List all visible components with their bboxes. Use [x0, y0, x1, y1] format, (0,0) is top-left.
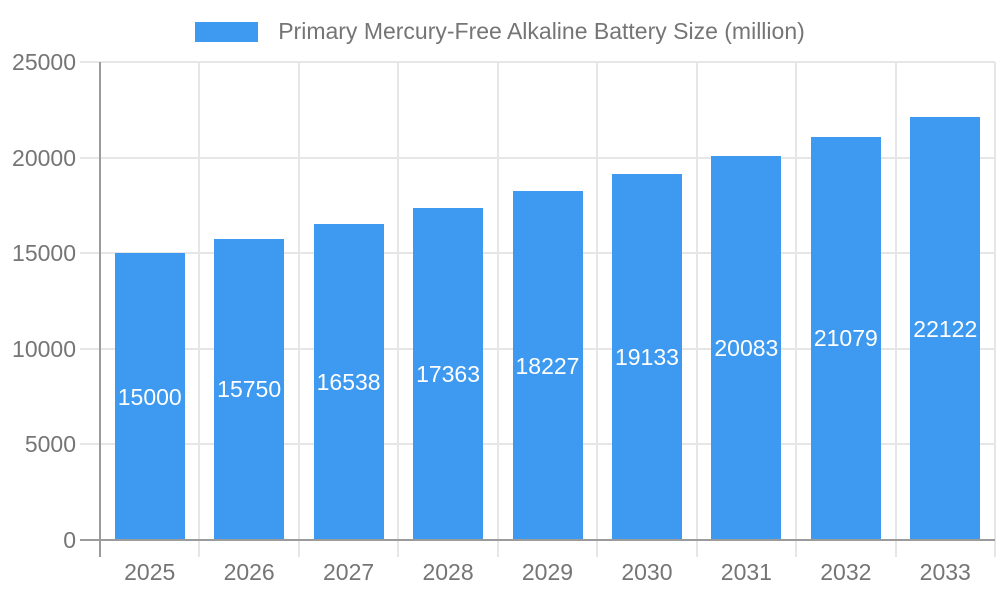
- y-axis-tick-label: 5000: [24, 431, 76, 458]
- x-axis-line: [80, 539, 995, 541]
- bar-value-label: 17363: [416, 361, 481, 387]
- x-axis-tick-label: 2031: [720, 559, 772, 585]
- gridline-vertical: [596, 62, 599, 557]
- gridline-vertical: [894, 62, 897, 557]
- bar-2026[interactable]: [214, 238, 285, 540]
- bar-value-label: 18227: [515, 352, 580, 379]
- gridline-horizontal: [80, 156, 995, 159]
- bar-value-label: 19133: [614, 344, 679, 371]
- legend-swatch: [195, 21, 259, 42]
- bar-2030[interactable]: [611, 174, 682, 540]
- bar-value-label: 15750: [217, 376, 282, 403]
- y-axis-tick-label: 10000: [12, 335, 76, 362]
- gridline-vertical: [198, 62, 201, 557]
- x-axis-tick-label: 2028: [422, 559, 474, 585]
- bar-2033[interactable]: [910, 117, 981, 540]
- bar-2032[interactable]: [810, 136, 881, 540]
- legend-label: Primary Mercury-Free Alkaline Battery Si…: [278, 18, 805, 44]
- bar-2029[interactable]: [512, 191, 583, 540]
- bar-value-label: 22122: [913, 315, 978, 342]
- gridline-vertical: [795, 62, 798, 557]
- bar-2025[interactable]: [114, 253, 185, 540]
- x-axis-tick-label: 2030: [621, 559, 673, 585]
- bar-value-label: 16538: [316, 368, 381, 395]
- gridline-horizontal: [80, 61, 995, 63]
- x-axis-tick-label: 2026: [223, 559, 275, 585]
- bar-value-label: 21079: [813, 325, 878, 352]
- bar-value-label: 15000: [117, 383, 182, 410]
- bar-2027[interactable]: [313, 223, 384, 540]
- x-axis-tick-label: 2029: [521, 559, 574, 585]
- y-axis-tick-label: 25000: [12, 49, 76, 75]
- x-axis-tick-label: 2033: [919, 559, 971, 585]
- y-axis-tick-label: 15000: [12, 240, 76, 267]
- gridline-vertical: [994, 62, 996, 557]
- gridline-vertical: [496, 62, 499, 557]
- x-axis-tick-label: 2027: [323, 559, 375, 585]
- gridline-vertical: [695, 62, 698, 557]
- legend-item[interactable]: Primary Mercury-Free Alkaline Battery Si…: [0, 18, 1000, 45]
- x-axis-tick-label: 2025: [124, 559, 176, 585]
- gridline-vertical: [297, 62, 300, 557]
- x-axis-tick-label: 2032: [820, 559, 872, 585]
- bar-2031[interactable]: [711, 156, 782, 540]
- y-axis-tick-label: 20000: [12, 144, 76, 171]
- bar-value-label: 20083: [714, 335, 779, 361]
- y-axis-tick-label: 0: [63, 527, 76, 553]
- y-axis-line: [99, 62, 101, 557]
- bar-2028[interactable]: [413, 208, 484, 540]
- gridline-vertical: [397, 62, 400, 557]
